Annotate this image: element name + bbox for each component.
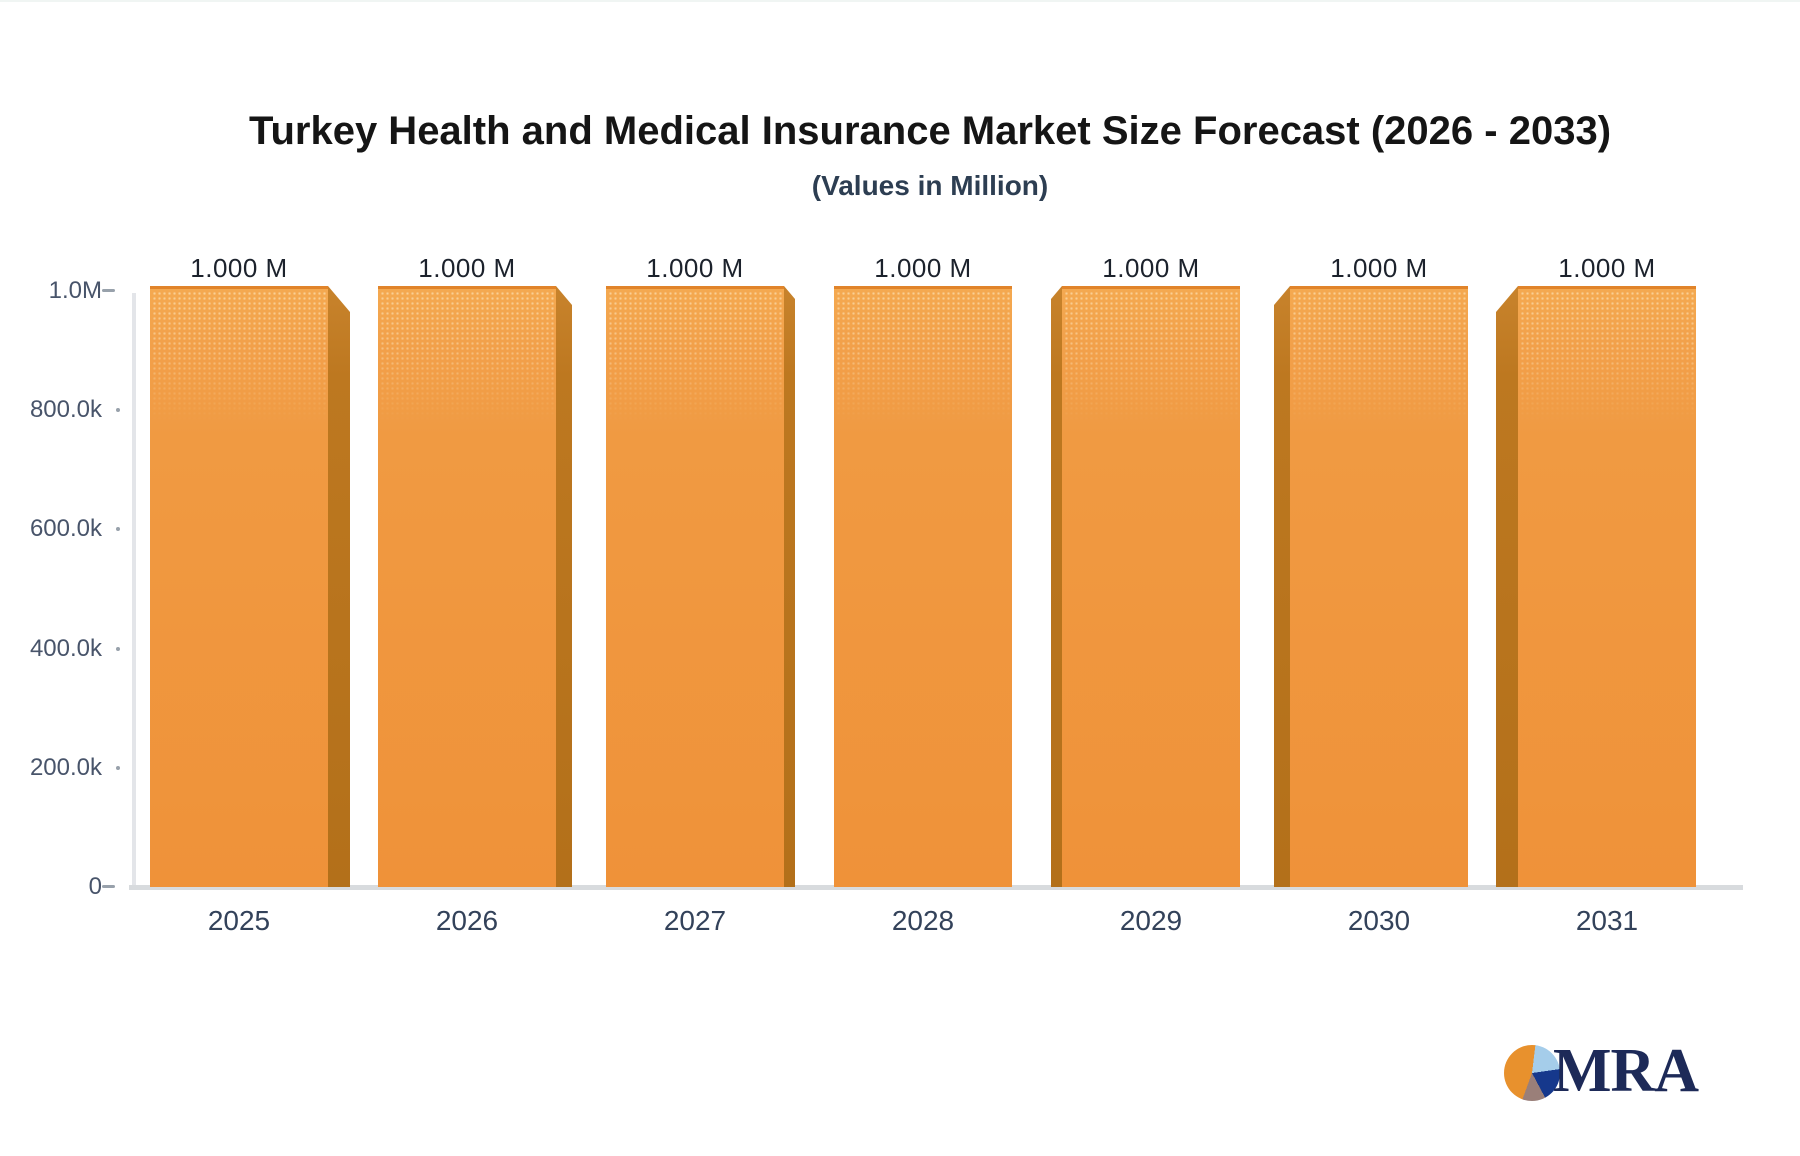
y-tick-label: 600.0k xyxy=(29,515,102,543)
bar-texture xyxy=(380,291,554,423)
x-axis-label-2027: 2027 xyxy=(663,905,727,936)
chart-title: Turkey Health and Medical Insurance Mark… xyxy=(248,109,1612,153)
x-axis-label-2029: 2029 xyxy=(1119,905,1183,936)
bar-value-label-2027: 1.000 M xyxy=(646,253,744,283)
bar-texture xyxy=(1064,291,1238,423)
bar-value-label-2029: 1.000 M xyxy=(1102,253,1200,283)
y-tick xyxy=(102,289,115,292)
y-tick xyxy=(116,408,120,413)
bar-texture xyxy=(836,291,1010,423)
bar-side-2026 xyxy=(556,286,572,887)
bar-side-2029 xyxy=(1051,286,1062,887)
logo-text: MRA xyxy=(1553,1037,1699,1105)
chart-subtitle: (Values in Million) xyxy=(811,170,1049,201)
y-axis-line xyxy=(132,293,136,885)
bar-face-2029[interactable] xyxy=(1062,286,1240,887)
bar-texture xyxy=(1292,291,1466,423)
y-tick xyxy=(116,527,120,532)
y-tick-label: 400.0k xyxy=(29,634,102,662)
y-tick-label: 200.0k xyxy=(29,753,102,781)
bar-side-2027 xyxy=(784,286,795,887)
x-axis-label-2031: 2031 xyxy=(1575,905,1639,936)
bar-value-label-2031: 1.000 M xyxy=(1558,253,1656,283)
x-axis-label-2025: 2025 xyxy=(207,905,271,936)
y-tick xyxy=(102,885,115,888)
bar-face-2027[interactable] xyxy=(606,286,784,887)
x-axis-line xyxy=(129,885,1743,890)
bar-value-label-2025: 1.000 M xyxy=(190,253,288,283)
y-tick-label: 800.0k xyxy=(29,396,102,424)
y-tick-label: 1.0M xyxy=(48,277,102,304)
bar-texture xyxy=(152,291,326,423)
y-tick xyxy=(116,765,120,770)
bar-texture xyxy=(608,291,782,423)
bar-face-2031[interactable] xyxy=(1518,286,1696,887)
y-tick xyxy=(116,646,120,651)
bar-texture xyxy=(1520,291,1694,423)
bar-side-2030 xyxy=(1274,286,1290,887)
bar-face-2030[interactable] xyxy=(1290,286,1468,887)
bar-side-2031 xyxy=(1496,286,1518,887)
bar-value-label-2028: 1.000 M xyxy=(874,253,972,283)
bar-value-label-2026: 1.000 M xyxy=(418,253,516,283)
x-axis-label-2030: 2030 xyxy=(1347,905,1411,936)
pie-chart-logo-icon xyxy=(1504,1045,1560,1101)
bar-face-2025[interactable] xyxy=(150,286,328,887)
bar-face-2026[interactable] xyxy=(378,286,556,887)
x-axis-label-2028: 2028 xyxy=(891,905,955,936)
bar-side-2025 xyxy=(328,286,350,887)
x-axis-label-2026: 2026 xyxy=(435,905,499,936)
bar-value-label-2030: 1.000 M xyxy=(1330,253,1428,283)
y-tick-label: 0 xyxy=(88,873,102,900)
bar-face-2028[interactable] xyxy=(834,286,1012,887)
